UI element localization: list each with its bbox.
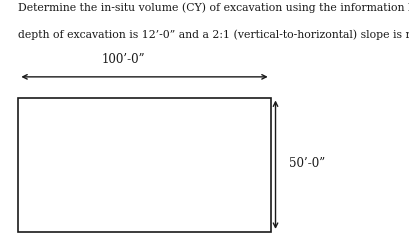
Text: 100’-0”: 100’-0”	[101, 53, 144, 66]
Text: Determine the in-situ volume (CY) of excavation using the information below.  As: Determine the in-situ volume (CY) of exc…	[18, 2, 409, 13]
Text: 50’-0”: 50’-0”	[288, 157, 324, 170]
Text: depth of excavation is 12’-0” and a 2:1 (vertical-to-horizontal) slope is requir: depth of excavation is 12’-0” and a 2:1 …	[18, 29, 409, 40]
Bar	[18, 98, 270, 232]
